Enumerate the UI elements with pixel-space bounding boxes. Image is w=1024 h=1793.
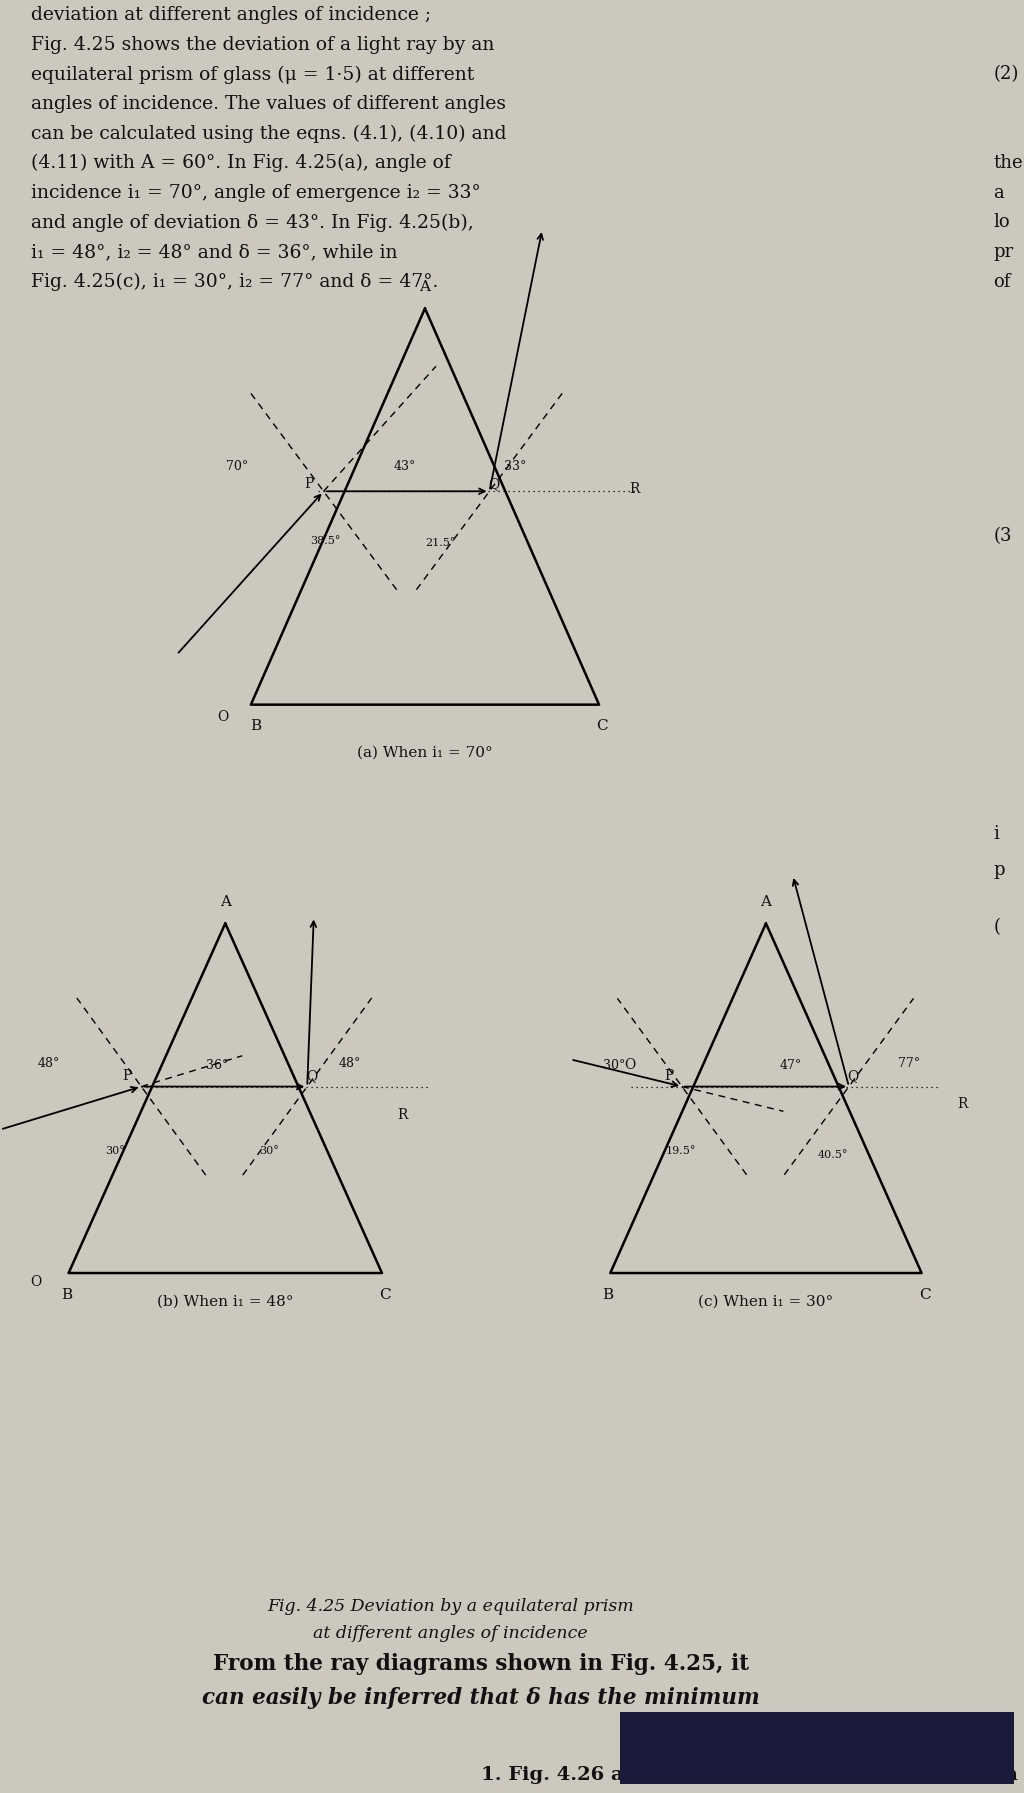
Text: 1. Fig. 4.26 alongside shows an equilateral prism: 1. Fig. 4.26 alongside shows an equilate…: [481, 1766, 1018, 1784]
Text: (c) When i₁ = 30°: (c) When i₁ = 30°: [698, 1295, 834, 1309]
Text: B: B: [251, 719, 261, 733]
Text: C: C: [596, 719, 608, 733]
Text: 48°: 48°: [38, 1056, 60, 1070]
Text: C: C: [379, 1287, 391, 1302]
Text: P: P: [122, 1069, 132, 1083]
Text: and angle of deviation δ = 43°. In Fig. 4.25(b),: and angle of deviation δ = 43°. In Fig. …: [31, 213, 473, 231]
Text: R: R: [957, 1097, 968, 1112]
Text: i₁ = 48°, i₂ = 48° and δ = 36°, while in: i₁ = 48°, i₂ = 48° and δ = 36°, while in: [31, 242, 397, 262]
Text: R: R: [630, 482, 640, 497]
Text: R: R: [397, 1108, 408, 1122]
Text: 19.5°: 19.5°: [666, 1146, 696, 1156]
Text: 38.5°: 38.5°: [310, 536, 341, 547]
Text: C: C: [919, 1287, 931, 1302]
Text: p: p: [993, 861, 1005, 879]
Text: (a) When i₁ = 70°: (a) When i₁ = 70°: [357, 746, 493, 760]
Text: (: (: [993, 918, 1000, 936]
Text: 47°: 47°: [779, 1058, 802, 1072]
Text: O: O: [625, 1058, 635, 1072]
Text: P: P: [664, 1069, 674, 1083]
Text: at different angles of incidence: at different angles of incidence: [313, 1624, 588, 1642]
Text: Fig. 4.25(c), i₁ = 30°, i₂ = 77° and δ = 47°.: Fig. 4.25(c), i₁ = 30°, i₂ = 77° and δ =…: [31, 273, 438, 290]
Bar: [620, 1712, 1014, 1784]
Text: 30°: 30°: [259, 1146, 280, 1156]
Text: of: of: [993, 273, 1011, 290]
Text: (3: (3: [993, 527, 1012, 545]
Text: 40.5°: 40.5°: [817, 1149, 848, 1160]
Text: deviation at different angles of incidence ;: deviation at different angles of inciden…: [31, 5, 431, 25]
Text: pr: pr: [993, 242, 1014, 262]
Text: a: a: [993, 183, 1004, 203]
Text: equilateral prism of glass (μ = 1·5) at different: equilateral prism of glass (μ = 1·5) at …: [31, 65, 474, 84]
Text: 77°: 77°: [898, 1056, 921, 1070]
Text: 30°: 30°: [104, 1146, 125, 1156]
Text: can be calculated using the eqns. (4.1), (4.10) and: can be calculated using the eqns. (4.1),…: [31, 124, 506, 143]
Text: 43°: 43°: [393, 459, 416, 473]
Text: A: A: [420, 280, 430, 294]
Text: 70°: 70°: [226, 459, 249, 473]
Text: Q: Q: [848, 1069, 858, 1083]
Text: the: the: [993, 154, 1023, 172]
Text: Q: Q: [307, 1069, 317, 1083]
Text: P: P: [304, 477, 314, 491]
Text: i: i: [993, 825, 999, 843]
Text: angles of incidence. The values of different angles: angles of incidence. The values of diffe…: [31, 95, 506, 113]
Text: 30°: 30°: [603, 1058, 626, 1072]
Text: 36°: 36°: [206, 1058, 228, 1072]
Text: 48°: 48°: [339, 1056, 361, 1070]
Text: (4.11) with A = 60°. In Fig. 4.25(a), angle of: (4.11) with A = 60°. In Fig. 4.25(a), an…: [31, 154, 451, 172]
Text: Fig. 4.25 Deviation by a equilateral prism: Fig. 4.25 Deviation by a equilateral pri…: [267, 1598, 634, 1615]
Text: B: B: [61, 1287, 72, 1302]
Text: O: O: [31, 1275, 41, 1289]
Text: EXAM: EXAM: [774, 1736, 858, 1761]
Text: Fig. 4.25 shows the deviation of a light ray by an: Fig. 4.25 shows the deviation of a light…: [31, 36, 495, 54]
Text: O: O: [218, 710, 228, 724]
Text: Q: Q: [488, 477, 499, 491]
Text: (b) When i₁ = 48°: (b) When i₁ = 48°: [157, 1295, 294, 1309]
Text: From the ray diagrams shown in Fig. 4.25, it: From the ray diagrams shown in Fig. 4.25…: [213, 1653, 750, 1675]
Text: lo: lo: [993, 213, 1010, 231]
Text: B: B: [602, 1287, 612, 1302]
Text: 21.5°: 21.5°: [425, 538, 456, 549]
Text: (2): (2): [993, 65, 1019, 84]
Text: can easily be inferred that δ has the minimum: can easily be inferred that δ has the mi…: [203, 1687, 760, 1709]
Text: A: A: [761, 895, 771, 909]
Text: 33°: 33°: [504, 459, 526, 473]
Text: incidence i₁ = 70°, angle of emergence i₂ = 33°: incidence i₁ = 70°, angle of emergence i…: [31, 183, 480, 203]
Text: A: A: [220, 895, 230, 909]
